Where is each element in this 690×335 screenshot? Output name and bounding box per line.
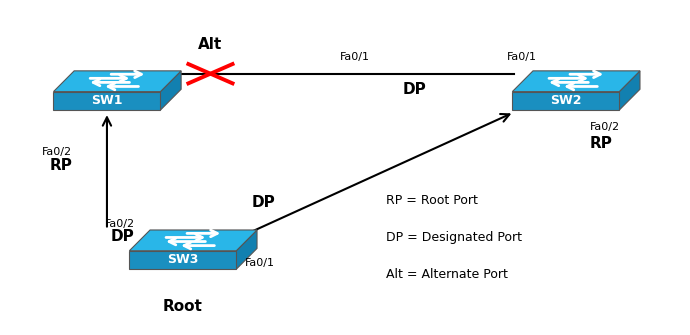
Polygon shape xyxy=(512,91,620,110)
Text: Fa0/1: Fa0/1 xyxy=(507,52,537,62)
Polygon shape xyxy=(236,230,257,269)
Text: Fa0/1: Fa0/1 xyxy=(245,258,275,268)
Text: Root: Root xyxy=(163,299,203,314)
Text: Fa0/2: Fa0/2 xyxy=(104,219,135,229)
Text: DP = Designated Port: DP = Designated Port xyxy=(386,231,522,244)
Polygon shape xyxy=(130,251,236,269)
Text: DP: DP xyxy=(402,82,426,97)
Text: Alt = Alternate Port: Alt = Alternate Port xyxy=(386,268,509,281)
Text: RP = Root Port: RP = Root Port xyxy=(386,195,478,207)
Polygon shape xyxy=(512,71,640,91)
Text: SW1: SW1 xyxy=(91,94,123,107)
Text: RP: RP xyxy=(590,136,613,151)
Text: Fa0/1: Fa0/1 xyxy=(340,52,371,62)
Text: RP: RP xyxy=(50,158,72,173)
Polygon shape xyxy=(160,71,181,110)
Polygon shape xyxy=(54,91,160,110)
Text: DP: DP xyxy=(252,195,275,210)
Text: DP: DP xyxy=(111,229,135,244)
Text: Alt: Alt xyxy=(198,37,223,52)
Text: SW2: SW2 xyxy=(550,94,582,107)
Polygon shape xyxy=(620,71,640,110)
Text: Fa0/2: Fa0/2 xyxy=(590,122,620,132)
Text: SW3: SW3 xyxy=(167,254,199,266)
Polygon shape xyxy=(130,230,257,251)
Polygon shape xyxy=(54,71,181,91)
Text: Fa0/2: Fa0/2 xyxy=(42,147,72,157)
